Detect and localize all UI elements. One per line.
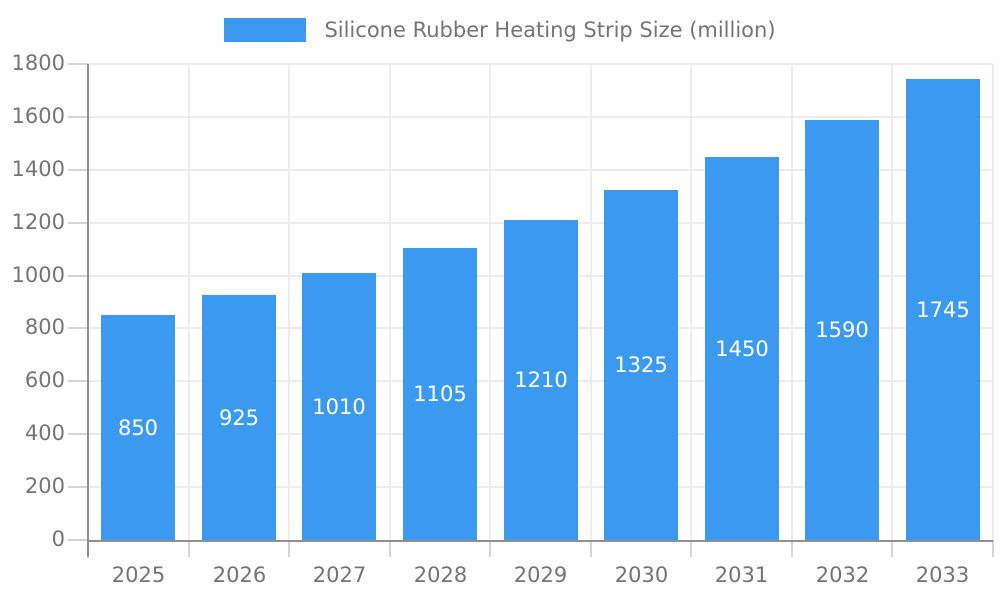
y-axis-tick: [68, 222, 88, 224]
v-gridline: [590, 64, 592, 540]
y-axis-tick: [68, 275, 88, 277]
bar[interactable]: 1745: [906, 79, 980, 540]
v-gridline: [791, 64, 793, 540]
v-gridline: [288, 64, 290, 540]
bar-value-label: 1450: [715, 336, 769, 361]
v-gridline: [891, 64, 893, 540]
bar-value-label: 1105: [413, 382, 467, 406]
y-axis-tick: [68, 486, 88, 488]
x-axis-label: 2027: [312, 563, 367, 587]
x-axis-tick: [690, 540, 692, 557]
y-axis-tick: [68, 169, 88, 171]
legend-swatch: [224, 18, 307, 42]
bar-value-label: 1010: [312, 394, 366, 419]
bar-value-label: 1210: [514, 368, 568, 392]
y-axis-label: 0: [51, 527, 65, 551]
h-gridline: [88, 169, 993, 171]
bar[interactable]: 850: [101, 315, 175, 540]
bar[interactable]: 1590: [805, 120, 879, 540]
x-axis-tick: [389, 540, 391, 557]
bar[interactable]: 1450: [705, 157, 779, 540]
bar[interactable]: 1010: [302, 273, 376, 540]
legend[interactable]: Silicone Rubber Heating Strip Size (mill…: [0, 18, 1000, 42]
y-axis-tick: [68, 327, 88, 329]
legend-label: Silicone Rubber Heating Strip Size (mill…: [324, 18, 776, 42]
x-axis-line: [87, 540, 993, 542]
x-axis-label: 2028: [413, 563, 468, 587]
y-axis-tick: [68, 539, 88, 541]
x-axis-tick: [791, 540, 793, 557]
v-gridline: [389, 64, 391, 540]
x-axis-label: 2033: [915, 563, 970, 587]
bar[interactable]: 925: [202, 295, 276, 540]
y-axis-tick: [68, 380, 88, 382]
x-axis-tick: [188, 540, 190, 557]
y-axis-tick: [68, 63, 88, 65]
y-axis-label: 600: [24, 368, 65, 392]
v-gridline: [188, 64, 190, 540]
x-axis-label: 2029: [513, 563, 568, 587]
x-axis-tick: [590, 540, 592, 557]
x-axis-tick: [992, 540, 994, 557]
x-axis-label: 2026: [212, 563, 267, 587]
y-axis-label: 400: [24, 421, 65, 445]
bar-value-label: 925: [218, 405, 260, 430]
bar[interactable]: 1325: [604, 190, 678, 540]
bar[interactable]: 1105: [403, 248, 477, 540]
y-axis-tick: [68, 433, 88, 435]
bar[interactable]: 1210: [504, 220, 578, 540]
x-axis-tick: [288, 540, 290, 557]
v-gridline: [489, 64, 491, 540]
x-axis-label: 2025: [111, 563, 166, 587]
y-axis-label: 1200: [11, 210, 65, 234]
bar-value-label: 1745: [916, 297, 970, 322]
x-axis-tick: [891, 540, 893, 557]
y-axis-label: 1000: [11, 263, 65, 287]
y-axis-label: 1800: [11, 51, 65, 75]
v-gridline: [690, 64, 692, 540]
x-axis-label: 2032: [815, 563, 870, 587]
y-axis-label: 800: [24, 315, 65, 339]
h-gridline: [88, 116, 993, 118]
bar-value-label: 1590: [815, 318, 869, 342]
y-axis-label: 1400: [11, 157, 65, 181]
y-axis-tick: [68, 116, 88, 118]
v-gridline: [992, 64, 994, 540]
x-axis-label: 2030: [614, 563, 669, 587]
bar-value-label: 850: [117, 415, 159, 440]
x-axis-label: 2031: [714, 563, 769, 587]
x-axis-tick: [489, 540, 491, 557]
y-axis-line: [87, 64, 89, 557]
bar-value-label: 1325: [614, 353, 668, 377]
y-axis-label: 200: [24, 474, 65, 498]
h-gridline: [88, 63, 993, 65]
y-axis-label: 1600: [11, 104, 65, 128]
